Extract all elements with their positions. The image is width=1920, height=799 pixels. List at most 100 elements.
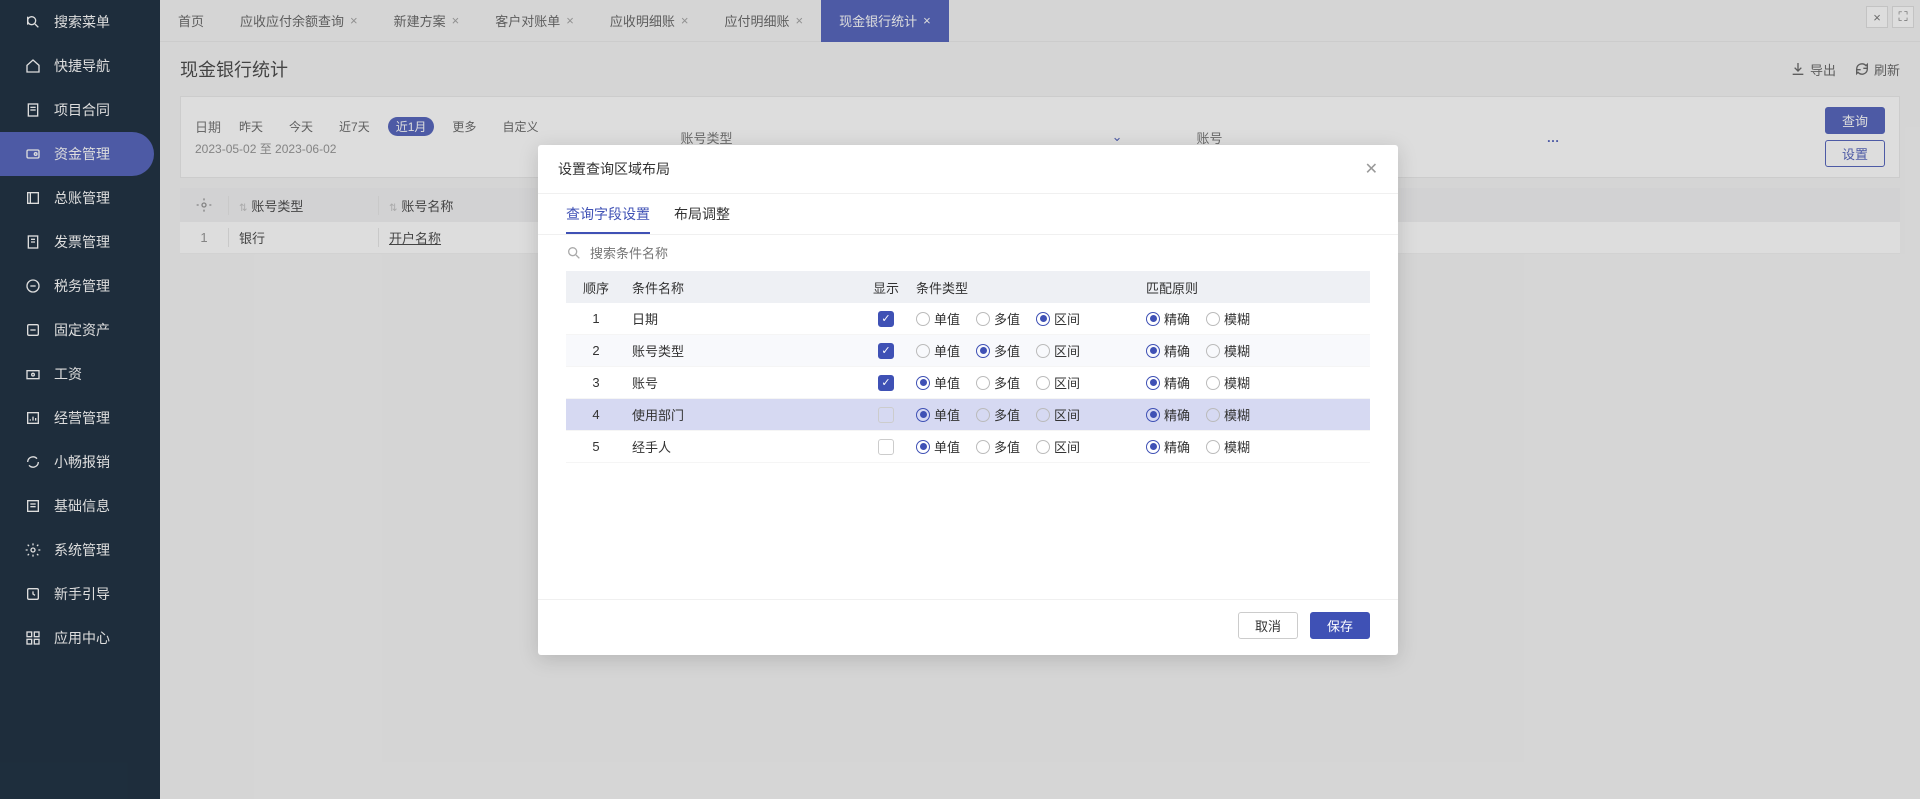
- config-row[interactable]: 1日期 ✓ 单值多值 区间 精确 模糊: [566, 303, 1370, 335]
- cell-name: 经手人: [626, 437, 856, 456]
- type-radio[interactable]: 单值: [916, 373, 960, 392]
- show-checkbox[interactable]: [878, 439, 894, 455]
- cell-type: 单值多值区间: [916, 405, 1146, 424]
- show-checkbox[interactable]: ✓: [878, 343, 894, 359]
- radio-dot: [1146, 408, 1160, 422]
- type-radio[interactable]: 单值: [916, 437, 960, 456]
- cell-match: 精确 模糊: [1146, 309, 1370, 328]
- type-radio[interactable]: 区间: [1036, 309, 1080, 328]
- radio-dot: [1036, 344, 1050, 358]
- type-radio[interactable]: 区间: [1036, 437, 1080, 456]
- cancel-button[interactable]: 取消: [1238, 612, 1298, 639]
- cell-order: 5: [566, 439, 626, 454]
- radio-label: 多值: [994, 341, 1020, 360]
- match-radio[interactable]: 模糊: [1206, 373, 1250, 392]
- match-radio[interactable]: 精确: [1146, 373, 1190, 392]
- match-radio[interactable]: 精确: [1146, 309, 1190, 328]
- match-radio[interactable]: 精确: [1146, 405, 1190, 424]
- radio-label: 精确: [1164, 309, 1190, 328]
- type-radio[interactable]: 区间: [1036, 405, 1080, 424]
- modal-search: [538, 235, 1398, 271]
- config-row[interactable]: 3账号✓单值多值区间精确模糊: [566, 367, 1370, 399]
- config-row[interactable]: 4使用部门单值多值区间精确模糊: [566, 399, 1370, 431]
- show-checkbox[interactable]: [878, 407, 894, 423]
- radio-dot: [976, 408, 990, 422]
- cell-type: 单值 多值 区间: [916, 341, 1146, 360]
- type-radio[interactable]: 区间: [1036, 373, 1080, 392]
- config-row[interactable]: 5经手人 单值 多值 区间 精确 模糊: [566, 431, 1370, 463]
- match-radio[interactable]: 精确: [1146, 437, 1190, 456]
- radio-label: 模糊: [1224, 405, 1250, 424]
- match-radio[interactable]: 模糊: [1206, 309, 1250, 328]
- modal-tab-layout[interactable]: 布局调整: [674, 204, 730, 234]
- cell-match: 精确 模糊: [1146, 341, 1370, 360]
- radio-dot: [1036, 376, 1050, 390]
- show-checkbox[interactable]: ✓: [878, 375, 894, 391]
- modal-tab-fields[interactable]: 查询字段设置: [566, 204, 650, 234]
- cell-match: 精确 模糊: [1146, 405, 1370, 424]
- search-icon: [566, 245, 582, 261]
- cell-order: 1: [566, 311, 626, 326]
- radio-dot: [916, 408, 930, 422]
- radio-dot: [1146, 376, 1160, 390]
- radio-dot: [1036, 312, 1050, 326]
- modal-header: 设置查询区域布局 ✕: [538, 145, 1398, 194]
- type-radio[interactable]: 多值: [976, 437, 1020, 456]
- config-table: 顺序 条件名称 显示 条件类型 匹配原则 1日期✓单值多值区间精确模糊2账号类型…: [566, 271, 1370, 463]
- cell-name: 日期: [626, 309, 856, 328]
- col-name: 条件名称: [626, 278, 856, 297]
- match-radio[interactable]: 模糊: [1206, 437, 1250, 456]
- cell-show: ✓: [856, 311, 916, 327]
- radio-label: 模糊: [1224, 437, 1250, 456]
- radio-label: 模糊: [1224, 309, 1250, 328]
- radio-dot: [1206, 344, 1220, 358]
- match-radio[interactable]: 模糊: [1206, 405, 1250, 424]
- cell-match: 精确模糊: [1146, 373, 1370, 392]
- type-radio[interactable]: 单值: [916, 309, 960, 328]
- radio-dot: [976, 312, 990, 326]
- radio-label: 区间: [1054, 341, 1080, 360]
- type-radio[interactable]: 多值: [976, 373, 1020, 392]
- type-radio[interactable]: 单值: [916, 341, 960, 360]
- radio-label: 精确: [1164, 405, 1190, 424]
- radio-label: 多值: [994, 437, 1020, 456]
- type-radio[interactable]: 区间: [1036, 341, 1080, 360]
- radio-label: 多值: [994, 373, 1020, 392]
- search-input[interactable]: [590, 246, 890, 261]
- type-radio[interactable]: 多值: [976, 309, 1020, 328]
- cell-order: 3: [566, 375, 626, 390]
- radio-dot: [1036, 440, 1050, 454]
- save-button[interactable]: 保存: [1310, 612, 1370, 639]
- match-radio[interactable]: 模糊: [1206, 341, 1250, 360]
- radio-label: 区间: [1054, 373, 1080, 392]
- radio-label: 单值: [934, 405, 960, 424]
- cell-match: 精确 模糊: [1146, 437, 1370, 456]
- show-checkbox[interactable]: ✓: [878, 311, 894, 327]
- cell-order: 2: [566, 343, 626, 358]
- cell-show: [856, 407, 916, 423]
- cell-name: 账号类型: [626, 341, 856, 360]
- cell-type: 单值 多值 区间: [916, 373, 1146, 392]
- radio-dot: [1146, 344, 1160, 358]
- col-type: 条件类型: [916, 278, 1146, 297]
- col-show: 显示: [856, 278, 916, 297]
- cell-show: ✓: [856, 375, 916, 391]
- radio-dot: [916, 312, 930, 326]
- radio-label: 区间: [1054, 437, 1080, 456]
- cell-show: ✓: [856, 343, 916, 359]
- modal-tabs: 查询字段设置 布局调整: [538, 194, 1398, 235]
- modal-title: 设置查询区域布局: [558, 159, 670, 179]
- radio-label: 单值: [934, 437, 960, 456]
- match-radio[interactable]: 精确: [1146, 341, 1190, 360]
- config-table-header: 顺序 条件名称 显示 条件类型 匹配原则: [566, 271, 1370, 303]
- radio-label: 模糊: [1224, 341, 1250, 360]
- radio-label: 区间: [1054, 309, 1080, 328]
- modal-close-button[interactable]: ✕: [1365, 159, 1378, 179]
- type-radio[interactable]: 单值: [916, 405, 960, 424]
- type-radio[interactable]: 多值: [976, 341, 1020, 360]
- config-row[interactable]: 2账号类型 ✓ 单值 多值 区间 精确 模糊: [566, 335, 1370, 367]
- radio-label: 精确: [1164, 437, 1190, 456]
- cell-type: 单值 多值 区间: [916, 437, 1146, 456]
- radio-label: 单值: [934, 341, 960, 360]
- type-radio[interactable]: 多值: [976, 405, 1020, 424]
